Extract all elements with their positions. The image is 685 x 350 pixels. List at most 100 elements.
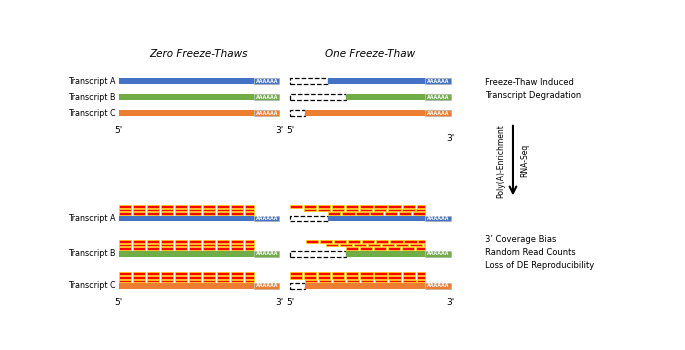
Bar (133, 272, 145, 275)
Bar (161, 240, 173, 243)
Bar (245, 205, 254, 208)
Text: AAAAAA: AAAAAA (256, 284, 278, 288)
Bar (119, 209, 131, 211)
Bar (417, 280, 425, 282)
Bar (403, 276, 414, 279)
Bar (254, 78, 279, 84)
Bar (231, 209, 243, 211)
Bar (290, 216, 328, 222)
Bar (304, 272, 316, 275)
Bar (371, 212, 383, 215)
Bar (354, 244, 366, 246)
Bar (290, 111, 305, 117)
Bar (347, 205, 358, 208)
Bar (133, 209, 145, 211)
Bar (346, 251, 425, 257)
Bar (245, 276, 254, 279)
Bar (161, 209, 173, 211)
Bar (119, 251, 254, 257)
Bar (390, 240, 403, 243)
Text: RNA-Seq: RNA-Seq (521, 144, 530, 177)
Text: Transcript B: Transcript B (68, 249, 115, 258)
Text: One Freeze-Thaw: One Freeze-Thaw (325, 49, 416, 59)
Bar (119, 240, 131, 243)
Bar (332, 205, 345, 208)
Bar (161, 244, 173, 246)
Bar (388, 209, 401, 211)
Bar (403, 280, 416, 282)
Bar (189, 209, 201, 211)
Bar (133, 276, 145, 279)
Bar (119, 94, 254, 100)
Bar (245, 244, 254, 246)
Text: AAAAAA: AAAAAA (256, 95, 278, 100)
Bar (402, 247, 414, 250)
Text: Transcript C: Transcript C (68, 281, 115, 290)
Bar (133, 247, 145, 250)
Bar (203, 212, 215, 215)
Bar (319, 280, 331, 282)
Bar (416, 276, 425, 279)
Bar (231, 240, 243, 243)
Bar (189, 205, 201, 208)
Bar (254, 283, 279, 289)
Text: AAAAAA: AAAAAA (427, 111, 449, 116)
Bar (217, 280, 229, 282)
Bar (189, 247, 201, 250)
Bar (189, 272, 201, 275)
Bar (346, 247, 358, 250)
Text: Transcript C: Transcript C (68, 109, 115, 118)
Bar (290, 283, 305, 289)
Bar (332, 209, 345, 211)
Bar (161, 280, 173, 282)
Text: 5': 5' (286, 298, 294, 307)
Bar (133, 212, 145, 215)
Bar (147, 212, 159, 215)
Bar (403, 272, 414, 275)
Bar (305, 111, 425, 117)
Text: 3': 3' (447, 134, 455, 143)
Bar (217, 247, 229, 250)
Text: AAAAAA: AAAAAA (427, 284, 449, 288)
Bar (203, 247, 215, 250)
Text: 3’ Coverage Bias
Random Read Counts
Loss of DE Reproducibility: 3’ Coverage Bias Random Read Counts Loss… (485, 234, 594, 270)
Bar (425, 94, 451, 100)
Bar (245, 272, 254, 275)
Bar (147, 280, 159, 282)
Text: AAAAAA: AAAAAA (427, 251, 449, 256)
Text: 5': 5' (114, 298, 123, 307)
Bar (376, 240, 388, 243)
Bar (360, 209, 373, 211)
Bar (425, 111, 451, 117)
Bar (119, 280, 131, 282)
Bar (375, 280, 388, 282)
Bar (360, 272, 373, 275)
Text: 5': 5' (114, 126, 123, 134)
Bar (119, 276, 131, 279)
Bar (360, 276, 373, 279)
Bar (245, 209, 254, 211)
Bar (119, 205, 131, 208)
Bar (416, 209, 425, 211)
Bar (161, 272, 173, 275)
Bar (175, 244, 187, 246)
Bar (320, 240, 332, 243)
Bar (161, 205, 173, 208)
Bar (290, 272, 302, 275)
Bar (304, 276, 316, 279)
Bar (326, 244, 338, 246)
Bar (419, 240, 425, 243)
Bar (389, 280, 401, 282)
Text: AAAAAA: AAAAAA (427, 79, 449, 84)
Bar (133, 205, 145, 208)
Bar (328, 78, 425, 84)
Bar (231, 212, 243, 215)
Bar (147, 272, 159, 275)
Bar (412, 212, 425, 215)
Bar (175, 280, 187, 282)
Bar (189, 276, 201, 279)
Bar (404, 240, 416, 243)
Bar (147, 244, 159, 246)
Bar (147, 247, 159, 250)
Bar (416, 247, 425, 250)
